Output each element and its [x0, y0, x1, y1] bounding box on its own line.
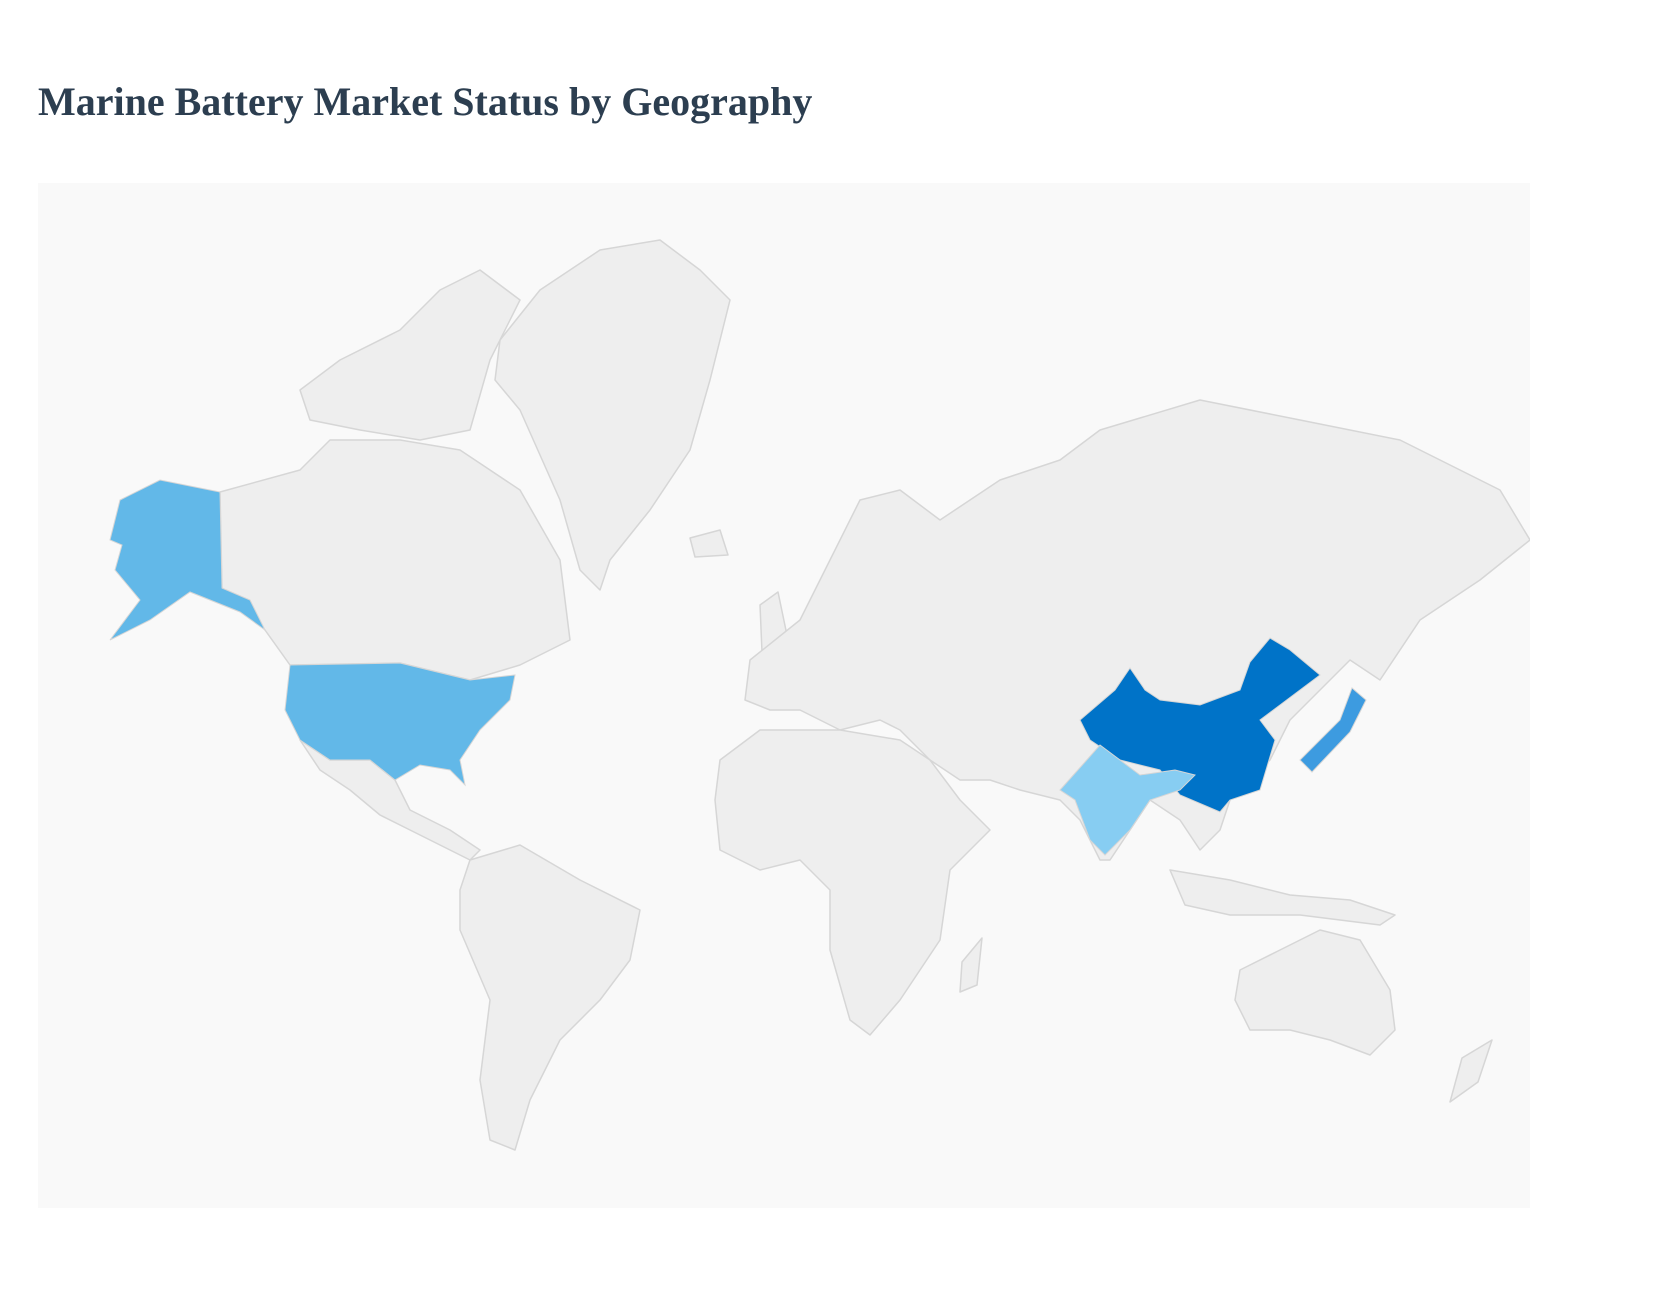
region-alaska[interactable] — [109, 479, 266, 641]
region-united-states[interactable] — [284, 662, 516, 787]
region-new-zealand[interactable] — [1449, 1039, 1493, 1103]
region-africa[interactable] — [714, 729, 991, 1036]
region-madagascar[interactable] — [959, 937, 983, 993]
region-india[interactable] — [1059, 744, 1196, 856]
page-title: Marine Battery Market Status by Geograph… — [38, 79, 813, 124]
region-iceland[interactable] — [689, 529, 729, 558]
region-southeast-asia-islands[interactable] — [1169, 869, 1396, 926]
region-australia[interactable] — [1234, 929, 1396, 1056]
region-eurasia[interactable] — [744, 399, 1530, 861]
world-map[interactable] — [38, 183, 1530, 1208]
region-greenland[interactable] — [494, 239, 731, 591]
world-map-svg — [109, 239, 1530, 1151]
region-arctic-islands[interactable] — [299, 269, 521, 441]
region-canada[interactable] — [219, 439, 571, 681]
region-japan[interactable] — [1299, 687, 1367, 773]
region-south-america[interactable] — [459, 844, 641, 1151]
